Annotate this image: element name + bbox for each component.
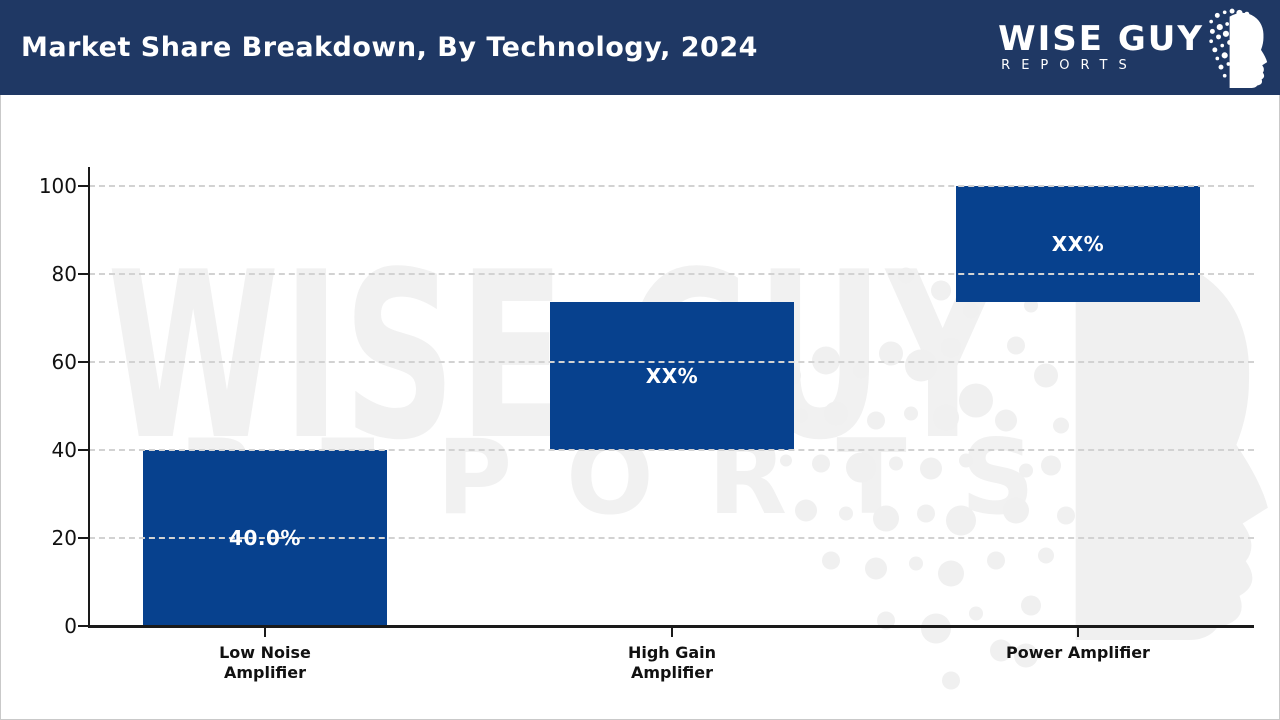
bar-value-label: XX% <box>1051 232 1105 257</box>
x-tick-mark <box>264 628 266 637</box>
x-axis-category-label-line: Amplifier <box>630 663 714 682</box>
y-tick-label: 60 <box>51 350 77 374</box>
x-tick-mark <box>1077 628 1079 637</box>
header-bar: Market Share Breakdown, By Technology, 2… <box>0 0 1280 95</box>
bar-value-label: 40.0% <box>229 526 301 550</box>
y-gridline <box>89 273 1254 275</box>
x-axis-line <box>88 625 1254 628</box>
y-tick-mark <box>78 537 88 539</box>
wise-guy-reports-logo: WISE GUY REPORTS <box>998 8 1280 88</box>
y-gridline <box>89 185 1254 187</box>
x-axis-category-label-line: Power Amplifier <box>1006 643 1150 662</box>
y-gridline <box>89 361 1254 363</box>
y-tick-label: 20 <box>51 526 77 550</box>
y-gridline <box>89 537 1254 539</box>
y-gridline <box>89 449 1254 451</box>
x-axis-category-label: Power Amplifier <box>948 643 1208 663</box>
bar <box>550 302 794 450</box>
y-tick-label: 40 <box>51 438 77 462</box>
logo-subtitle: REPORTS <box>1001 58 1138 73</box>
x-axis-category-label-line: High Gain <box>627 643 717 662</box>
page-title: Market Share Breakdown, By Technology, 2… <box>21 32 758 63</box>
y-tick-mark <box>78 273 88 275</box>
logo-dotted-head-icon <box>1209 8 1268 88</box>
chart-canvas: WISE GUY REPORTS 40.0% XX% XX% 0 20 40 60 80 100… <box>0 95 1280 720</box>
logo-wordmark: WISE GUY <box>998 19 1204 59</box>
x-axis-category-label: High Gain Amplifier <box>542 643 802 683</box>
x-axis-category-label: Low Noise Amplifier <box>135 643 395 683</box>
y-tick-label: 100 <box>38 174 77 198</box>
y-tick-label: 80 <box>51 262 77 286</box>
y-tick-mark <box>78 185 88 187</box>
bar-value-label: XX% <box>645 364 699 389</box>
bar <box>956 186 1200 303</box>
y-tick-label: 0 <box>64 614 77 638</box>
y-axis-line <box>88 167 90 628</box>
y-tick-mark <box>78 449 88 451</box>
x-tick-mark <box>671 628 673 637</box>
x-axis-category-label-line: Low Noise <box>219 643 311 662</box>
x-axis-category-label-line: Amplifier <box>223 663 307 682</box>
y-tick-mark <box>78 625 88 627</box>
y-tick-mark <box>78 361 88 363</box>
